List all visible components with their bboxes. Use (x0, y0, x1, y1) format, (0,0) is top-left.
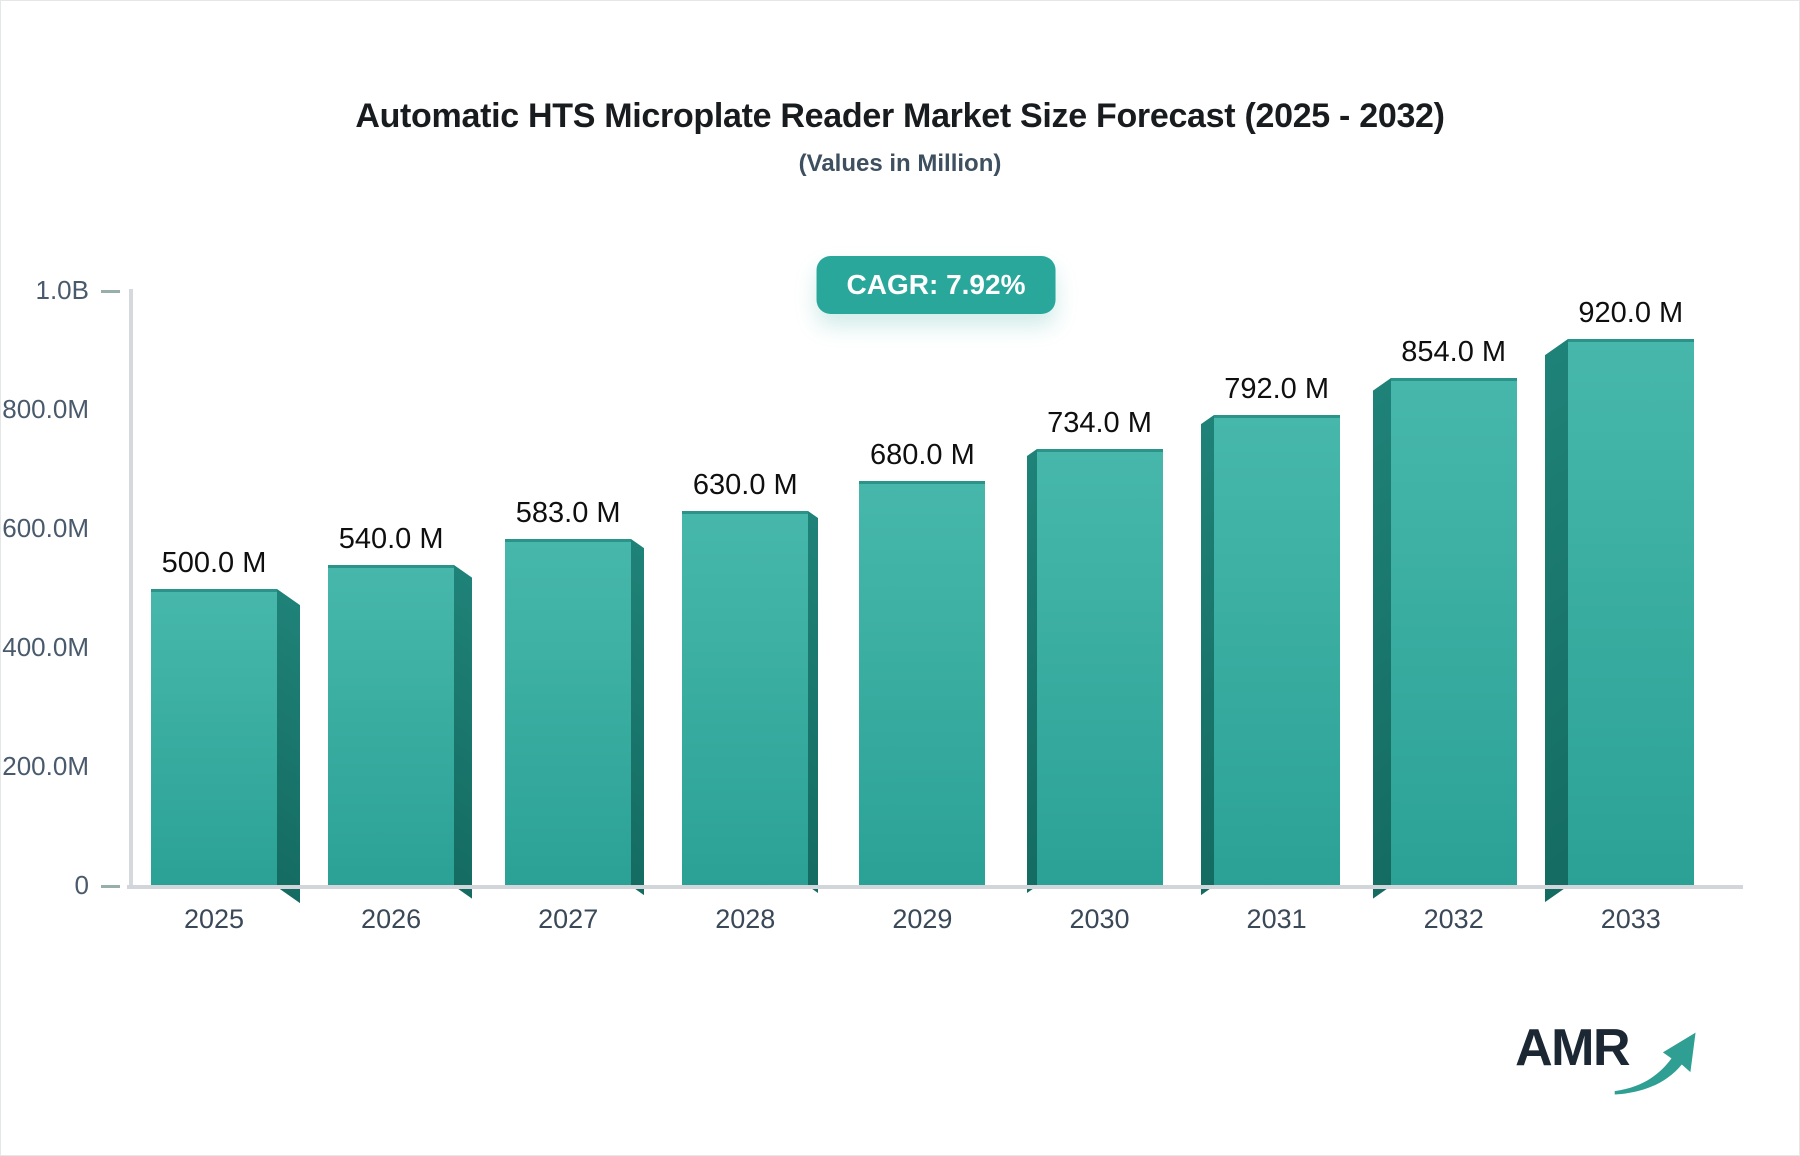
y-tick-label-600.0M: 600.0M (2, 513, 89, 543)
bar-2026 (328, 564, 455, 886)
bar-value-label-2029: 680.0 M (869, 439, 975, 472)
x-tick-label-2032: 2032 (1423, 904, 1484, 934)
brand-logo-text: AMR (1515, 1019, 1630, 1077)
bar-value-label-2031: 792.0 M (1224, 372, 1329, 405)
y-axis-line (129, 289, 133, 889)
bar-side-face-2033 (1544, 338, 1568, 903)
y-tick-mark (101, 885, 120, 888)
bar-2032 (1390, 377, 1517, 886)
chart-subtitle: (Values in Million) (798, 150, 1002, 177)
bar-value-label-2025: 500.0 M (161, 546, 267, 579)
y-tick-label-400.0M: 400.0M (2, 632, 89, 662)
bar-value-label-2030: 734.0 M (1047, 407, 1152, 440)
bar-2030 (1036, 449, 1163, 886)
growth-arrow-icon (1613, 1024, 1699, 1103)
y-tick-label-200.0M: 200.0M (2, 751, 89, 781)
x-tick-label-2028: 2028 (715, 904, 776, 934)
x-axis-line (127, 885, 1743, 889)
x-tick-label-2031: 2031 (1246, 904, 1307, 934)
bar-side-face-2026 (454, 564, 473, 899)
bar-2031 (1213, 414, 1340, 886)
bar-2033 (1567, 338, 1694, 886)
bar-side-face-2032 (1372, 377, 1391, 899)
bar-value-label-2027: 583.0 M (515, 497, 621, 530)
bar-2029 (859, 481, 986, 886)
bar-side-face-2031 (1200, 414, 1214, 896)
bar-value-label-2033: 920.0 M (1578, 296, 1684, 329)
y-tick-label-800.0M: 800.0M (2, 394, 89, 424)
y-tick-label-0: 0 (74, 870, 89, 900)
bar-2025 (151, 588, 277, 886)
x-tick-label-2033: 2033 (1600, 904, 1661, 934)
bar-2027 (505, 539, 632, 886)
x-tick-label-2029: 2029 (892, 904, 953, 934)
bar-side-face-2027 (631, 539, 645, 896)
y-tick-label-1.0B: 1.0B (35, 275, 90, 305)
bar-2028 (682, 511, 809, 886)
bar-value-label-2032: 854.0 M (1401, 335, 1507, 368)
chart-title: Automatic HTS Microplate Reader Market S… (355, 97, 1445, 135)
bar-value-label-2026: 540.0 M (338, 522, 444, 555)
bar-value-label-2028: 630.0 M (692, 469, 798, 502)
x-tick-label-2027: 2027 (538, 904, 599, 934)
x-tick-label-2030: 2030 (1069, 904, 1130, 934)
x-tick-label-2026: 2026 (361, 904, 422, 934)
bar-side-face-2028 (808, 511, 819, 893)
cagr-badge: CAGR: 7.92% (816, 256, 1056, 314)
x-tick-label-2025: 2025 (183, 904, 245, 934)
bar-side-face-2030 (1026, 449, 1037, 893)
y-tick-mark (101, 290, 120, 293)
brand-logo: AMR (1515, 1022, 1699, 1103)
bar-side-face-2025 (277, 588, 300, 903)
